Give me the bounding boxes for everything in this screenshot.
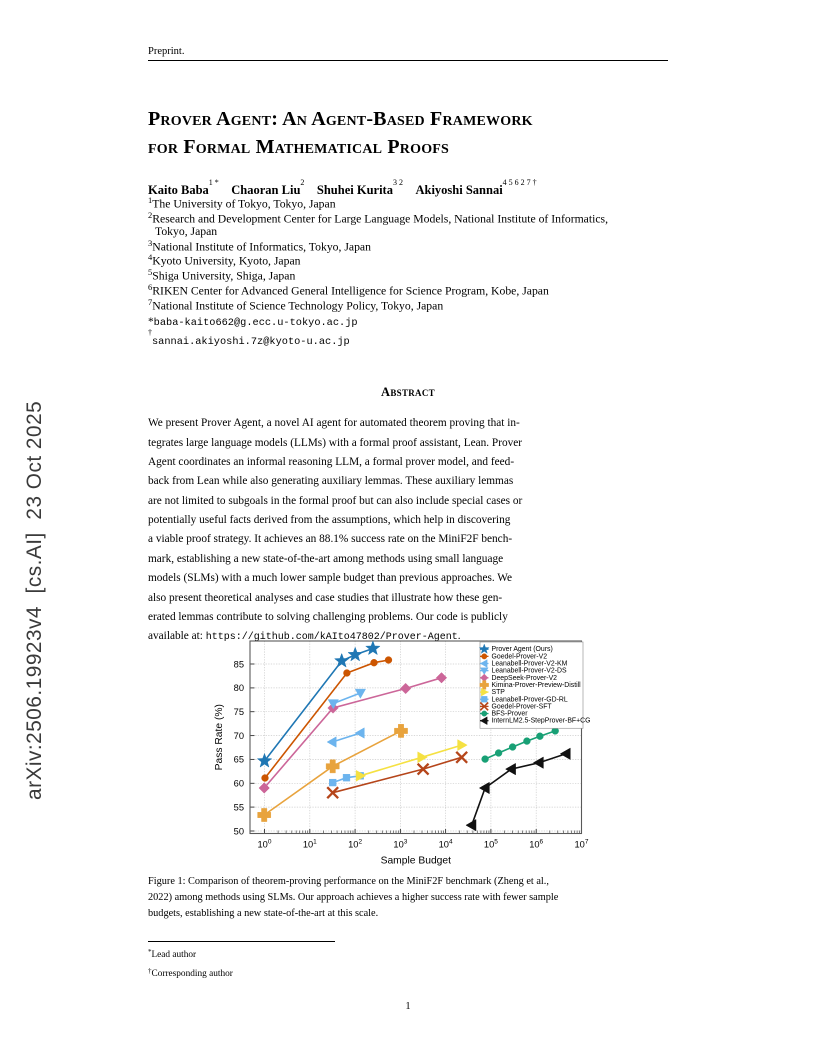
svg-text:50: 50 — [234, 826, 244, 836]
svg-text:Leanabell-Prover-V2-DS: Leanabell-Prover-V2-DS — [492, 668, 567, 675]
svg-text:Goedel-Prover-V2: Goedel-Prover-V2 — [492, 653, 548, 660]
svg-text:80: 80 — [234, 683, 244, 693]
svg-text:103: 103 — [393, 839, 407, 850]
svg-text:STP: STP — [492, 689, 506, 696]
svg-text:65: 65 — [234, 755, 244, 765]
svg-text:106: 106 — [529, 839, 543, 850]
svg-text:Pass Rate (%): Pass Rate (%) — [214, 704, 225, 770]
svg-text:104: 104 — [439, 839, 453, 850]
svg-text:Goedel-Prover-SFT: Goedel-Prover-SFT — [492, 703, 553, 710]
svg-text:Leanabell-Prover-V2-KM: Leanabell-Prover-V2-KM — [492, 661, 568, 668]
svg-text:102: 102 — [348, 839, 362, 850]
svg-text:DeepSeek-Prover-V2: DeepSeek-Prover-V2 — [492, 675, 558, 682]
svg-text:55: 55 — [234, 802, 244, 812]
svg-text:60: 60 — [234, 779, 244, 789]
svg-text:75: 75 — [234, 707, 244, 717]
svg-text:Sample Budget: Sample Budget — [381, 856, 452, 867]
svg-text:Prover Agent (Ours): Prover Agent (Ours) — [492, 646, 553, 653]
svg-text:101: 101 — [303, 839, 317, 850]
svg-text:InternLM2.5-StepProver-BF+CG: InternLM2.5-StepProver-BF+CG — [492, 718, 591, 725]
svg-text:85: 85 — [234, 659, 244, 669]
svg-text:BFS-Prover: BFS-Prover — [492, 711, 529, 718]
svg-text:Leanabell-Prover-GD-RL: Leanabell-Prover-GD-RL — [492, 696, 568, 703]
svg-text:70: 70 — [234, 731, 244, 741]
svg-text:100: 100 — [258, 839, 272, 850]
svg-text:Kimina-Prover-Preview-Distill: Kimina-Prover-Preview-Distill — [492, 682, 582, 689]
svg-text:107: 107 — [575, 839, 589, 850]
svg-text:105: 105 — [484, 839, 498, 850]
